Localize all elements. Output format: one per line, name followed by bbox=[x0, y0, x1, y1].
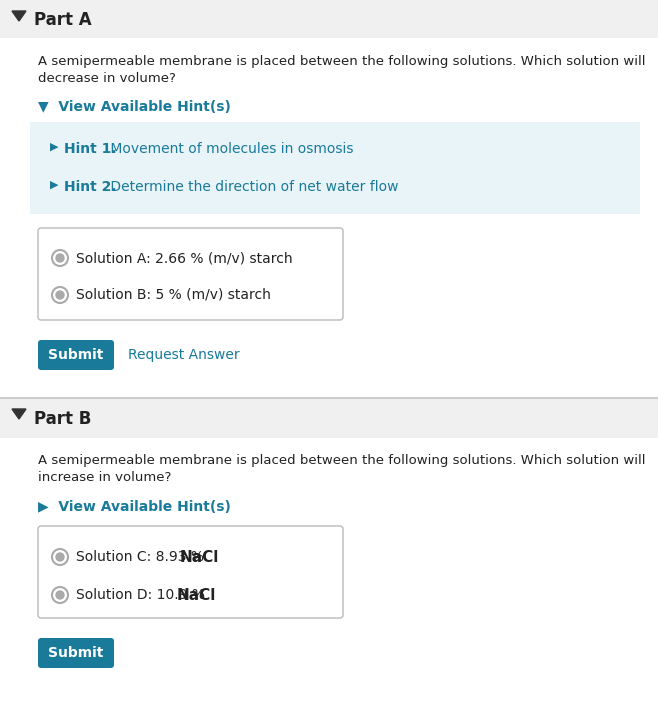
Text: increase in volume?: increase in volume? bbox=[38, 471, 171, 484]
Text: decrease in volume?: decrease in volume? bbox=[38, 72, 176, 85]
FancyBboxPatch shape bbox=[38, 526, 343, 618]
Text: A semipermeable membrane is placed between the following solutions. Which soluti: A semipermeable membrane is placed betwe… bbox=[38, 454, 645, 467]
Text: ▶: ▶ bbox=[50, 142, 59, 152]
Text: NaCl: NaCl bbox=[177, 588, 216, 603]
FancyBboxPatch shape bbox=[38, 228, 343, 320]
Text: A semipermeable membrane is placed between the following solutions. Which soluti: A semipermeable membrane is placed betwe… bbox=[38, 55, 645, 68]
Text: Movement of molecules in osmosis: Movement of molecules in osmosis bbox=[106, 142, 353, 156]
Text: Determine the direction of net water flow: Determine the direction of net water flo… bbox=[106, 180, 399, 194]
Text: Hint 2.: Hint 2. bbox=[64, 180, 116, 194]
Text: ▶: ▶ bbox=[50, 180, 59, 190]
Circle shape bbox=[56, 553, 64, 561]
FancyBboxPatch shape bbox=[0, 0, 658, 38]
Circle shape bbox=[56, 254, 64, 262]
Text: Solution B: 5 % (m/v) starch: Solution B: 5 % (m/v) starch bbox=[76, 288, 271, 302]
FancyBboxPatch shape bbox=[38, 638, 114, 668]
Polygon shape bbox=[12, 11, 26, 21]
Text: ▶  View Available Hint(s): ▶ View Available Hint(s) bbox=[38, 500, 231, 514]
Text: Solution D: 10.9 %: Solution D: 10.9 % bbox=[76, 588, 209, 602]
Text: Submit: Submit bbox=[48, 646, 104, 660]
Text: Request Answer: Request Answer bbox=[128, 348, 240, 362]
Text: Solution C: 8.93 %: Solution C: 8.93 % bbox=[76, 550, 209, 564]
Text: Hint 1.: Hint 1. bbox=[64, 142, 116, 156]
Text: Submit: Submit bbox=[48, 348, 104, 362]
FancyBboxPatch shape bbox=[30, 122, 640, 214]
Text: Solution A: 2.66 % (m/v) starch: Solution A: 2.66 % (m/v) starch bbox=[76, 251, 293, 265]
Text: NaCl: NaCl bbox=[180, 549, 219, 564]
Text: Part A: Part A bbox=[34, 11, 91, 29]
FancyBboxPatch shape bbox=[38, 340, 114, 370]
Polygon shape bbox=[12, 409, 26, 419]
Text: ▼  View Available Hint(s): ▼ View Available Hint(s) bbox=[38, 100, 231, 114]
Circle shape bbox=[56, 291, 64, 299]
Circle shape bbox=[56, 591, 64, 599]
FancyBboxPatch shape bbox=[0, 398, 658, 438]
Text: Part B: Part B bbox=[34, 410, 91, 428]
